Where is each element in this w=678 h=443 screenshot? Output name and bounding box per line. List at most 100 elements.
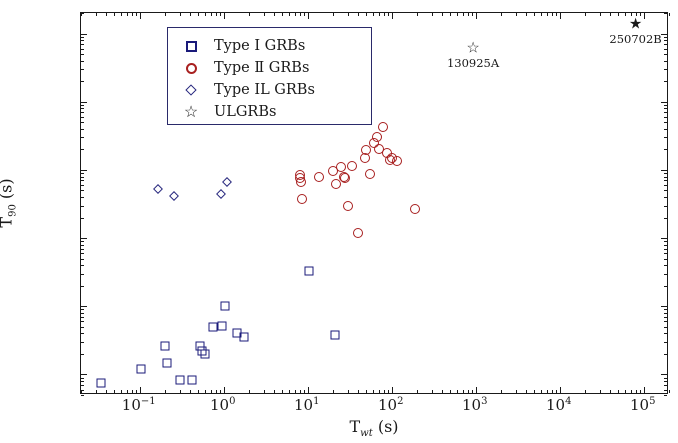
data-point-circle (364, 168, 375, 179)
legend-label: Type IL GRBs (214, 82, 315, 98)
x-tick-top-minor (630, 13, 632, 17)
x-tick-minor (249, 389, 250, 393)
data-point-circle (297, 193, 308, 204)
data-point-circle (296, 177, 307, 188)
x-tick-top-minor (282, 13, 284, 17)
x-tick-label: 102 (377, 396, 404, 414)
y-tick-right-major (661, 33, 667, 35)
x-tick-minor (630, 389, 632, 393)
x-tick-major (223, 387, 225, 393)
y-tick-minor (81, 241, 85, 243)
x-tick-minor (165, 389, 166, 393)
y-tick-minor (81, 326, 85, 328)
legend-marker-wrap (168, 84, 214, 96)
y-axis-title-main: T (0, 217, 16, 228)
x-tick-top-minor (126, 13, 128, 17)
legend-marker-square (185, 40, 197, 52)
data-point-circle (377, 122, 388, 133)
x-tick-top-minor (471, 13, 473, 17)
x-tick-top-minor (114, 13, 116, 17)
y-tick-minor (81, 312, 85, 314)
data-point-circle (331, 179, 342, 190)
x-tick-minor (347, 389, 349, 393)
data-point-circle (347, 160, 358, 171)
x-tick-top-minor (135, 13, 137, 17)
y-tick-right-minor (663, 248, 667, 250)
y-tick-right-minor (663, 316, 667, 318)
legend-item: ULGRBs (168, 100, 371, 124)
y-tick-major (81, 238, 87, 240)
x-tick-major (307, 387, 309, 393)
x-tick-top-minor (294, 13, 296, 17)
legend-marker-wrap (168, 62, 214, 74)
x-tick-top-minor (165, 13, 166, 17)
y-tick-right-minor (663, 353, 667, 355)
y-tick-minor (81, 81, 85, 83)
x-tick-label: 104 (545, 396, 572, 414)
x-tick-minor (373, 389, 375, 393)
y-tick-right-minor (663, 395, 667, 396)
y-tick-right-minor (663, 149, 667, 151)
y-tick-major (81, 374, 87, 376)
x-tick-top-minor (263, 13, 265, 17)
x-tick-minor (366, 389, 368, 393)
y-tick-right-minor (663, 321, 667, 323)
legend-marker-wrap (168, 104, 214, 120)
x-tick-top-major (139, 13, 141, 19)
x-tick-minor (198, 389, 200, 393)
y-tick-minor (81, 190, 85, 192)
y-tick-right-minor (663, 173, 667, 175)
x-tick-label: 101 (293, 396, 320, 414)
data-point-square (136, 364, 146, 374)
x-tick-top-minor (299, 13, 301, 17)
y-tick-right-major (661, 306, 667, 308)
data-point-square (239, 332, 249, 342)
y-tick-right-minor (663, 176, 667, 178)
x-tick-minor (205, 389, 207, 393)
y-tick-right-minor (663, 241, 667, 243)
y-tick-minor (81, 128, 85, 130)
y-tick-right-minor (663, 108, 667, 110)
x-tick-top-minor (585, 13, 586, 17)
y-tick-right-minor (663, 54, 667, 56)
y-tick-right-minor (663, 258, 667, 260)
x-tick-minor (546, 389, 548, 393)
x-tick-top-major (223, 13, 225, 19)
x-tick-minor (669, 389, 670, 393)
x-tick-top-minor (618, 13, 620, 17)
x-tick-minor (114, 389, 116, 393)
legend-item: Type Ⅱ GRBs (168, 56, 371, 80)
data-point-square (220, 301, 230, 311)
y-tick-minor (81, 108, 85, 110)
y-tick-minor (81, 185, 85, 187)
y-tick-right-major (661, 101, 667, 103)
y-tick-minor (81, 112, 85, 114)
legend-marker-diamond (185, 84, 197, 96)
x-tick-major (643, 387, 645, 393)
x-tick-top-minor (347, 13, 349, 17)
x-tick-label: 105 (629, 396, 656, 414)
x-tick-minor (457, 389, 459, 393)
x-tick-minor (263, 389, 265, 393)
x-tick-major (475, 387, 477, 393)
x-tick-minor (210, 389, 212, 393)
y-tick-minor (81, 116, 85, 118)
y-tick-minor (81, 54, 85, 56)
x-tick-minor (442, 389, 444, 393)
data-point-annotation: 250702B (609, 31, 662, 46)
x-tick-minor (501, 389, 502, 393)
x-tick-minor (551, 389, 553, 393)
data-point-circle (361, 145, 372, 156)
y-tick-minor (81, 333, 85, 335)
y-tick-major (81, 33, 87, 35)
x-tick-top-minor (501, 13, 502, 17)
y-tick-minor (81, 316, 85, 318)
x-tick-top-minor (95, 13, 97, 17)
x-tick-minor (95, 389, 97, 393)
x-tick-minor (526, 389, 528, 393)
x-tick-minor (387, 389, 389, 393)
data-point-circle (313, 172, 324, 183)
data-point-diamond (153, 184, 163, 195)
y-tick-right-minor (663, 122, 667, 124)
data-point-square (330, 330, 340, 340)
